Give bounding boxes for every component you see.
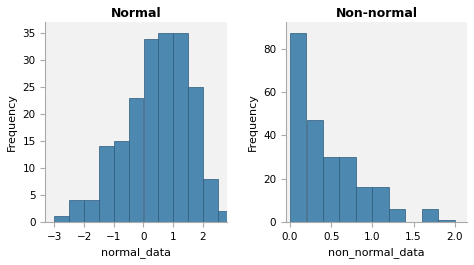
Bar: [203, 179, 218, 222]
Bar: [373, 187, 389, 222]
Bar: [356, 187, 372, 222]
Bar: [69, 200, 84, 222]
Bar: [471, 220, 474, 222]
Bar: [144, 39, 158, 222]
Bar: [99, 147, 114, 222]
Y-axis label: Frequency: Frequency: [247, 93, 257, 151]
Title: Non-normal: Non-normal: [336, 7, 418, 20]
Bar: [339, 157, 356, 222]
Bar: [422, 209, 438, 222]
Y-axis label: Frequency: Frequency: [7, 93, 17, 151]
Bar: [290, 33, 306, 222]
Bar: [173, 33, 188, 222]
Bar: [129, 98, 144, 222]
Bar: [84, 200, 99, 222]
X-axis label: non_normal_data: non_normal_data: [328, 247, 425, 258]
Bar: [389, 209, 405, 222]
Bar: [218, 211, 233, 222]
Bar: [188, 87, 203, 222]
Bar: [114, 141, 128, 222]
Bar: [307, 120, 323, 222]
Bar: [323, 157, 339, 222]
Bar: [55, 217, 69, 222]
X-axis label: normal_data: normal_data: [101, 247, 171, 258]
Title: Normal: Normal: [111, 7, 161, 20]
Bar: [158, 33, 173, 222]
Bar: [438, 220, 455, 222]
